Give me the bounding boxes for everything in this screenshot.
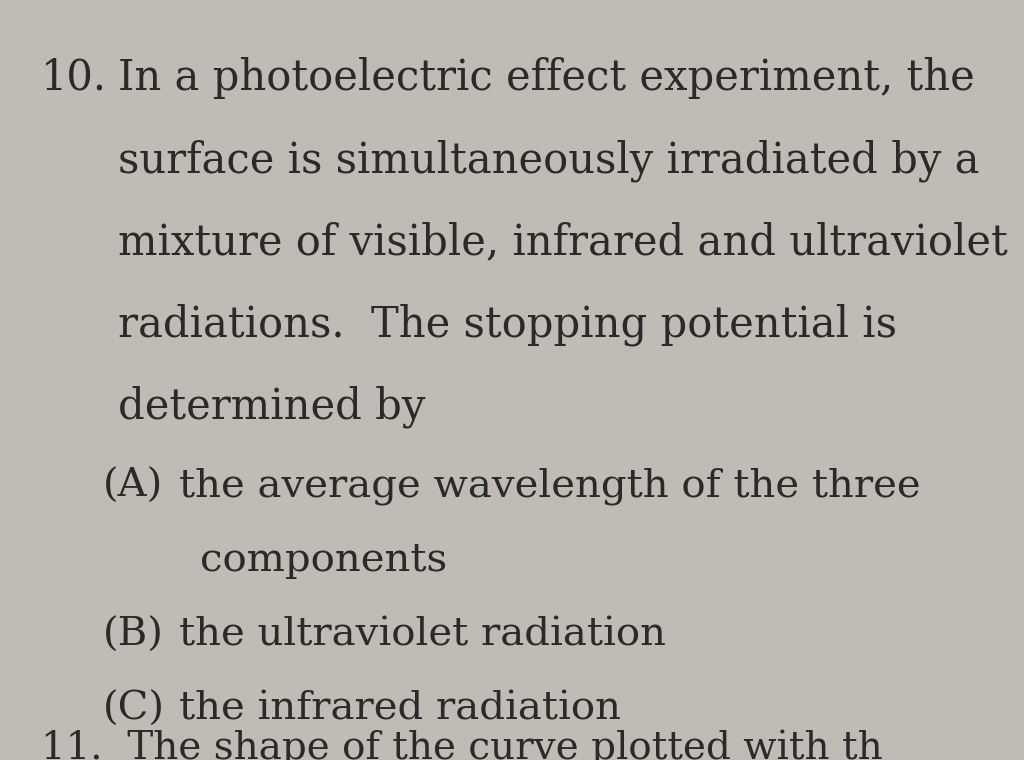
Text: components: components bbox=[200, 542, 446, 579]
Text: 11.  The shape of the curve plotted with th: 11. The shape of the curve plotted with … bbox=[41, 730, 883, 760]
Text: 10.: 10. bbox=[41, 57, 106, 99]
Text: In a photoelectric effect experiment, the: In a photoelectric effect experiment, th… bbox=[118, 57, 975, 99]
Text: (A): (A) bbox=[102, 467, 163, 505]
Text: the ultraviolet radiation: the ultraviolet radiation bbox=[179, 616, 667, 654]
Text: (B): (B) bbox=[102, 616, 163, 654]
Text: the average wavelength of the three: the average wavelength of the three bbox=[179, 467, 921, 505]
Text: radiations.  The stopping potential is: radiations. The stopping potential is bbox=[118, 303, 897, 346]
Text: mixture of visible, infrared and ultraviolet: mixture of visible, infrared and ultravi… bbox=[118, 221, 1008, 263]
Text: the infrared radiation: the infrared radiation bbox=[179, 691, 622, 728]
Text: surface is simultaneously irradiated by a: surface is simultaneously irradiated by … bbox=[118, 139, 979, 182]
Text: determined by: determined by bbox=[118, 385, 425, 428]
Text: (C): (C) bbox=[102, 691, 165, 728]
